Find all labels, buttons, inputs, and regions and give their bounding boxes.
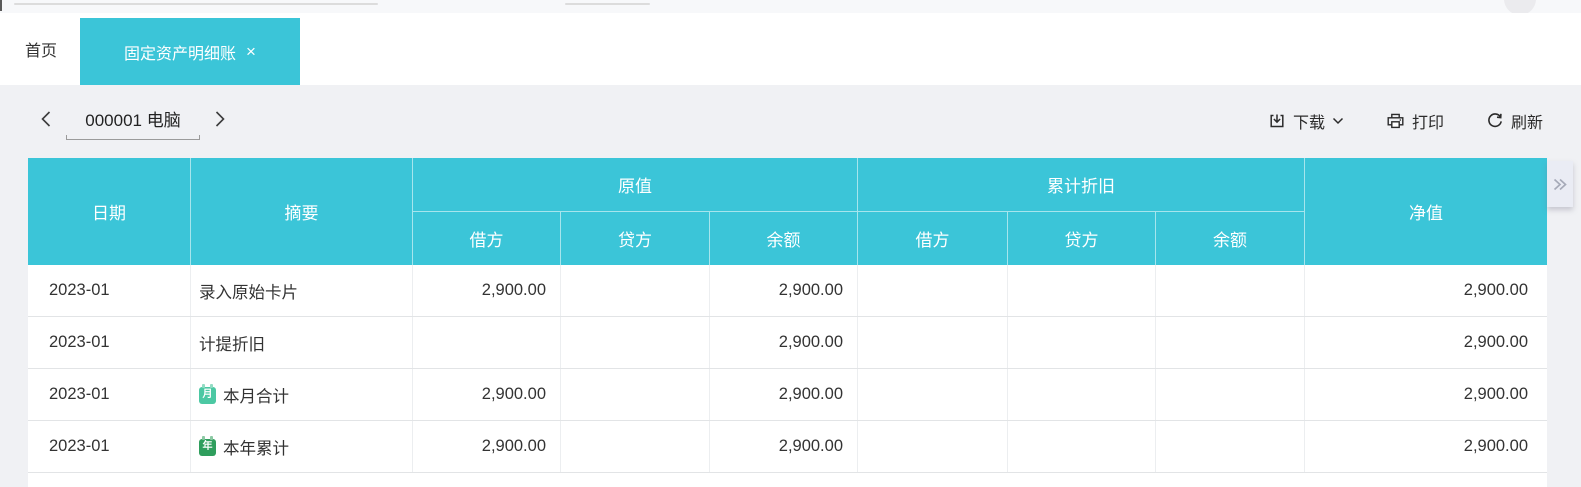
download-label: 下载 [1292, 115, 1325, 132]
cell-ov-balance: 2,900.00 [710, 265, 858, 316]
print-button[interactable]: 打印 [1386, 109, 1444, 133]
year-total-icon: 年 [199, 435, 216, 456]
cell-ov-debit [413, 317, 561, 368]
asset-navigator: 000001 电脑 [36, 102, 230, 140]
select-underline [66, 135, 200, 140]
cell-dep-debit [858, 421, 1008, 472]
cell-summary: 计提折旧 [191, 317, 413, 368]
year-icon-char: 年 [202, 441, 213, 452]
col-header-ov-debit: 借方 [413, 212, 561, 265]
cell-dep-debit [858, 265, 1008, 316]
tab-bar: 首页 固定资产明细账 × [0, 13, 1581, 85]
cell-date: 2023-01 [28, 421, 191, 472]
table-header: 日期 摘要 原值 累计折旧 净值 借方 贷方 余额 借方 贷方 余额 [28, 158, 1547, 265]
cell-dep-credit [1008, 369, 1156, 420]
tab-home[interactable]: 首页 [25, 13, 57, 85]
summary-text: 计提折旧 [199, 335, 265, 354]
col-header-ov-credit: 贷方 [561, 212, 710, 265]
summary-text: 录入原始卡片 [199, 283, 298, 302]
content-area: 000001 电脑 下载 [0, 85, 1581, 487]
avatar[interactable] [1504, 0, 1536, 13]
cell-net: 2,900.00 [1463, 385, 1528, 403]
cell-dep-debit [858, 317, 1008, 368]
table-row[interactable]: 2023-01 计提折旧 2,900.00 2,900.00 [28, 317, 1547, 369]
chevron-down-icon [1332, 117, 1343, 125]
print-label: 打印 [1411, 115, 1444, 132]
cell-dep-credit [1008, 421, 1156, 472]
col-header-dep-debit: 借方 [858, 212, 1008, 265]
cell-net: 2,900.00 [1463, 333, 1528, 351]
cell-net: 2,900.00 [1463, 437, 1528, 455]
cell-ov-debit: 2,900.00 [413, 369, 561, 420]
double-chevron-right-icon [1553, 178, 1567, 191]
summary-text: 本月合计 [223, 387, 289, 406]
cell-summary: 年 本年累计 [191, 421, 413, 472]
chevron-right-icon [215, 111, 225, 127]
cell-ov-credit [561, 421, 710, 472]
cell-dep-balance [1156, 265, 1305, 316]
prev-asset-button[interactable] [36, 108, 56, 130]
cell-dep-debit [858, 369, 1008, 420]
cell-dep-credit [1008, 265, 1156, 316]
cell-dep-balance [1156, 421, 1305, 472]
col-header-date: 日期 [28, 158, 191, 265]
ledger-table: 日期 摘要 原值 累计折旧 净值 借方 贷方 余额 借方 贷方 余额 2023-… [28, 158, 1547, 487]
refresh-label: 刷新 [1510, 115, 1543, 132]
refresh-icon [1488, 113, 1502, 128]
cell-dep-balance [1156, 317, 1305, 368]
close-tab-icon[interactable]: × [246, 42, 256, 61]
col-group-accumulated-depreciation: 累计折旧 [858, 158, 1305, 212]
table-row[interactable]: 2023-01 录入原始卡片 2,900.00 2,900.00 2,900.0… [28, 265, 1547, 317]
cell-summary: 月 本月合计 [191, 369, 413, 420]
cell-net: 2,900.00 [1463, 281, 1528, 299]
col-header-dep-balance: 余额 [1156, 212, 1305, 265]
col-header-net-value: 净值 [1409, 204, 1443, 223]
cell-ov-credit [561, 265, 710, 316]
cell-date: 2023-01 [28, 317, 191, 368]
asset-select-value: 000001 电脑 [85, 111, 181, 130]
col-header-summary: 摘要 [191, 158, 413, 265]
col-header-dep-credit: 贷方 [1008, 212, 1156, 265]
expand-panel-button[interactable] [1547, 161, 1573, 207]
download-button[interactable]: 下载 [1268, 109, 1344, 133]
toolbar: 000001 电脑 下载 [0, 95, 1581, 147]
chevron-left-icon [41, 111, 51, 127]
printer-icon [1387, 113, 1404, 129]
cell-summary: 录入原始卡片 [191, 265, 413, 316]
table-row-month-total[interactable]: 2023-01 月 本月合计 2,900.00 2,900.00 2,900.0… [28, 369, 1547, 421]
address-bar-remnant [14, 3, 378, 5]
month-icon-char: 月 [202, 389, 213, 400]
cell-ov-credit [561, 369, 710, 420]
cell-ov-debit: 2,900.00 [413, 265, 561, 316]
tab-home-label: 首页 [25, 43, 58, 60]
tab-fixed-asset-ledger[interactable]: 固定资产明细账 × [80, 18, 301, 85]
download-icon [1270, 114, 1284, 128]
browser-top-strip [0, 0, 1581, 13]
cell-ov-balance: 2,900.00 [710, 317, 858, 368]
cell-dep-balance [1156, 369, 1305, 420]
table-row-year-total[interactable]: 2023-01 年 本年累计 2,900.00 2,900.00 2,900.0… [28, 421, 1547, 473]
tab-active-label: 固定资产明细账 [124, 45, 237, 63]
cell-ov-balance: 2,900.00 [710, 369, 858, 420]
toolbar-remnant [565, 3, 650, 5]
refresh-button[interactable]: 刷新 [1486, 109, 1543, 133]
month-total-icon: 月 [199, 383, 216, 404]
cell-dep-credit [1008, 317, 1156, 368]
next-asset-button[interactable] [210, 108, 230, 130]
cell-date: 2023-01 [28, 369, 191, 420]
cell-ov-debit: 2,900.00 [413, 421, 561, 472]
asset-select[interactable]: 000001 电脑 [66, 102, 200, 140]
window-edge [0, 0, 2, 11]
col-group-original-value: 原值 [413, 158, 858, 212]
cell-date: 2023-01 [28, 265, 191, 316]
summary-text: 本年累计 [223, 439, 289, 458]
cell-ov-credit [561, 317, 710, 368]
toolbar-actions: 下载 打印 [1268, 109, 1543, 133]
cell-ov-balance: 2,900.00 [710, 421, 858, 472]
col-header-ov-balance: 余额 [710, 212, 858, 265]
